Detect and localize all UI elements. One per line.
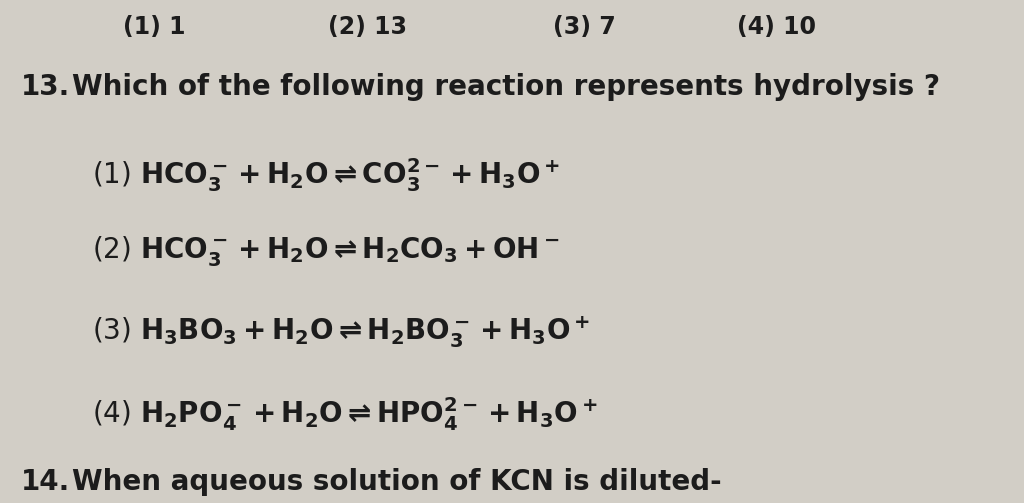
Text: (3) $\mathbf{H_3BO_3 + H_2O \rightleftharpoons H_2BO_3^- + H_3O^+}$: (3) $\mathbf{H_3BO_3 + H_2O \rightleftha… bbox=[92, 314, 591, 350]
Text: Which of the following reaction represents hydrolysis ?: Which of the following reaction represen… bbox=[72, 73, 940, 101]
Text: (1) 1: (1) 1 bbox=[123, 15, 185, 39]
Text: (4) $\mathbf{H_2PO_4^- + H_2O \rightleftharpoons HPO_4^{2-} + H_3O^+}$: (4) $\mathbf{H_2PO_4^- + H_2O \rightleft… bbox=[92, 395, 598, 433]
Text: (1) $\mathbf{HCO_3^- + H_2O \rightleftharpoons CO_3^{2-} + H_3O^+}$: (1) $\mathbf{HCO_3^- + H_2O \rightleftha… bbox=[92, 156, 560, 194]
Text: 13.: 13. bbox=[20, 73, 70, 101]
Text: (2) $\mathbf{HCO_3^- + H_2O \rightleftharpoons H_2CO_3 + OH^-}$: (2) $\mathbf{HCO_3^- + H_2O \rightleftha… bbox=[92, 234, 559, 268]
Text: (2) 13: (2) 13 bbox=[328, 15, 407, 39]
Text: (3) 7: (3) 7 bbox=[553, 15, 615, 39]
Text: 14.: 14. bbox=[20, 468, 70, 496]
Text: (4) 10: (4) 10 bbox=[737, 15, 816, 39]
Text: When aqueous solution of KCN is diluted-: When aqueous solution of KCN is diluted- bbox=[72, 468, 721, 496]
